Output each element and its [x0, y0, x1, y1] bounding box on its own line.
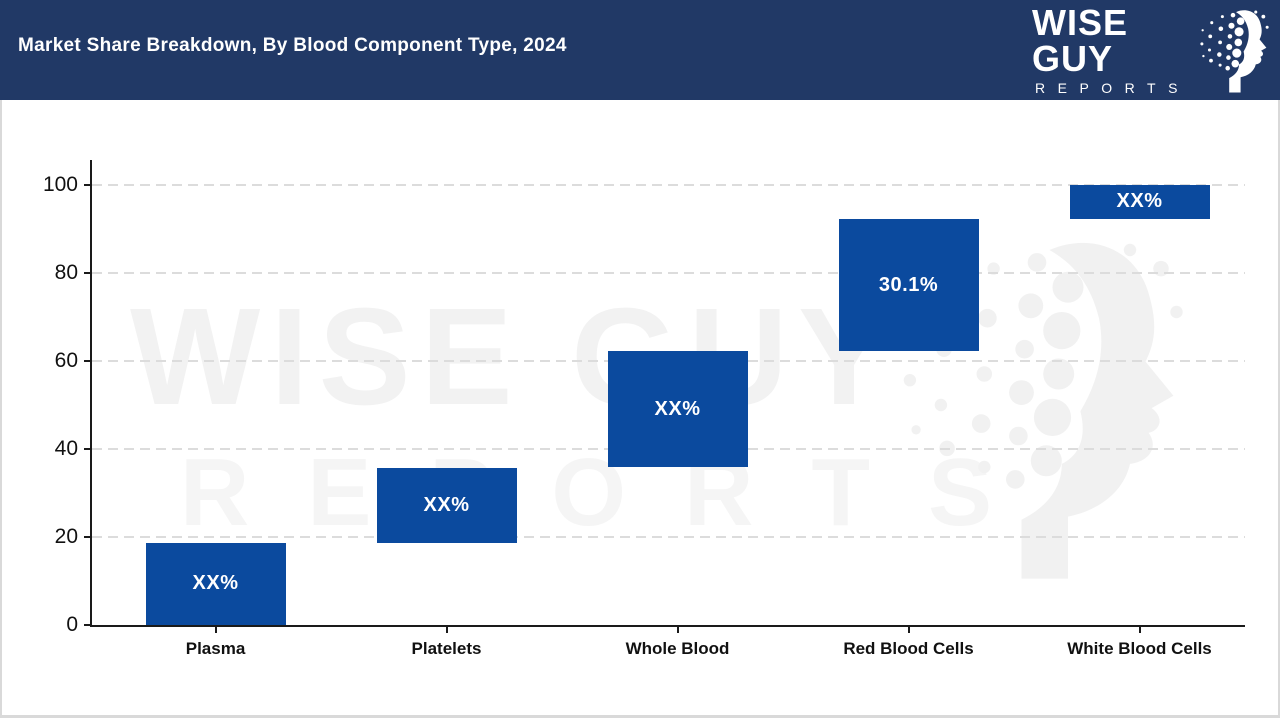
x-axis-category-label: Platelets [411, 639, 482, 658]
bar-plasma: XX% [145, 542, 286, 625]
x-axis-category-label: White Blood Cells [1067, 639, 1212, 658]
y-axis-tick-label: 20 [54, 525, 78, 548]
y-axis-tick-label: 100 [42, 173, 78, 196]
report-header: Market Share Breakdown, By Blood Compone… [0, 0, 1280, 100]
logo-reports-label: REPORTS [1035, 79, 1190, 96]
y-axis-tick-mark [84, 448, 92, 450]
x-axis-tick-mark [1138, 625, 1141, 633]
y-axis-tick-mark [84, 272, 92, 274]
gridline-y-20 [92, 536, 1245, 538]
chart-canvas: WISE GUY REPORTS 0 20 40 60 80 100 XX% Plasma XX… [0, 100, 1280, 718]
x-axis-tick-mark [214, 625, 217, 633]
bar-whole-blood: XX% [607, 351, 748, 468]
bar-platelets: XX% [376, 467, 517, 543]
watermark-reports: REPORTS [180, 439, 1051, 546]
gridline-y-100 [92, 184, 1245, 186]
y-axis-tick-mark [84, 624, 92, 626]
y-axis-tick-mark [84, 360, 92, 362]
y-axis-tick-label: 60 [54, 349, 78, 372]
watermark-wise-guy: WISE GUY [130, 280, 901, 434]
x-axis-tick-mark [907, 625, 910, 633]
x-axis-tick-mark [676, 625, 679, 633]
bar-red-blood-cells: 30.1% [838, 218, 979, 352]
x-axis-category-label: Whole Blood [625, 639, 730, 658]
wise-guy-reports-logo: WISE GUY REPORTS [1032, 4, 1272, 96]
x-axis-category-label: Red Blood Cells [843, 639, 974, 658]
y-axis-tick-mark [84, 184, 92, 186]
bar-value-label: XX% [423, 493, 470, 516]
y-axis-tick-label: 40 [54, 437, 78, 460]
dotted-head-icon [1200, 10, 1269, 93]
y-axis-tick-label: 0 [66, 613, 78, 636]
bar-value-label: XX% [1116, 190, 1163, 213]
gridline-y-80 [92, 272, 1245, 274]
plot-area: 0 20 40 60 80 100 XX% Plasma XX% Platelets XX% Whol… [43, 160, 1245, 658]
bar-value-label: XX% [654, 397, 701, 420]
chart-title: Market Share Breakdown, By Blood Compone… [18, 35, 567, 56]
bar-value-label: XX% [192, 572, 239, 595]
x-axis-category-label: Plasma [185, 639, 246, 658]
logo-text: WISE GUY REPORTS [1032, 1, 1214, 96]
y-axis-tick-mark [84, 536, 92, 538]
bar-value-label: 30.1% [878, 273, 939, 296]
bar-white-blood-cells: XX% [1069, 185, 1210, 219]
logo-wise-guy-label: WISE GUY [1032, 1, 1129, 79]
x-axis-tick-mark [445, 625, 448, 633]
y-axis-tick-label: 80 [54, 261, 78, 284]
